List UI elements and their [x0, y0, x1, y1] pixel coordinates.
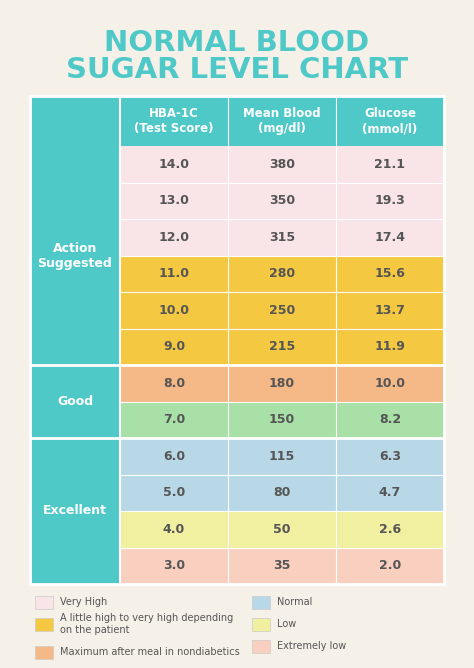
FancyBboxPatch shape: [120, 329, 444, 365]
Text: 150: 150: [269, 413, 295, 426]
FancyBboxPatch shape: [120, 474, 444, 511]
Text: 380: 380: [269, 158, 295, 171]
Text: Very High: Very High: [60, 597, 107, 607]
Text: 19.3: 19.3: [374, 194, 405, 207]
Text: 11.0: 11.0: [158, 267, 190, 281]
Text: 35: 35: [273, 559, 291, 572]
FancyBboxPatch shape: [120, 292, 444, 329]
Text: 9.0: 9.0: [163, 340, 185, 353]
Text: Low: Low: [277, 619, 296, 629]
Text: 6.3: 6.3: [379, 450, 401, 463]
Text: 21.1: 21.1: [374, 158, 405, 171]
Text: 8.0: 8.0: [163, 377, 185, 389]
FancyBboxPatch shape: [30, 365, 120, 438]
Text: 280: 280: [269, 267, 295, 281]
Text: 180: 180: [269, 377, 295, 389]
FancyBboxPatch shape: [120, 511, 444, 548]
Text: Maximum after meal in nondiabetics: Maximum after meal in nondiabetics: [60, 647, 240, 657]
Text: SUGAR LEVEL CHART: SUGAR LEVEL CHART: [66, 56, 408, 84]
FancyBboxPatch shape: [35, 645, 53, 659]
FancyBboxPatch shape: [30, 96, 444, 146]
Text: 15.6: 15.6: [374, 267, 405, 281]
Text: 315: 315: [269, 230, 295, 244]
FancyBboxPatch shape: [252, 595, 270, 609]
FancyBboxPatch shape: [252, 617, 270, 631]
FancyBboxPatch shape: [120, 438, 444, 474]
Text: 13.7: 13.7: [374, 304, 405, 317]
FancyBboxPatch shape: [120, 365, 444, 401]
FancyBboxPatch shape: [120, 146, 444, 182]
Text: Glucose
(mmol/l): Glucose (mmol/l): [363, 107, 418, 135]
Text: 2.6: 2.6: [379, 523, 401, 536]
FancyBboxPatch shape: [30, 438, 120, 584]
Text: 3.0: 3.0: [163, 559, 185, 572]
Text: Normal: Normal: [277, 597, 312, 607]
FancyBboxPatch shape: [120, 182, 444, 219]
Text: 8.2: 8.2: [379, 413, 401, 426]
FancyBboxPatch shape: [30, 146, 120, 365]
Text: Mean Blood
(mg/dl): Mean Blood (mg/dl): [243, 107, 321, 135]
Text: HBA-1C
(Test Score): HBA-1C (Test Score): [134, 107, 214, 135]
Text: 6.0: 6.0: [163, 450, 185, 463]
Text: 115: 115: [269, 450, 295, 463]
FancyBboxPatch shape: [120, 548, 444, 584]
Text: 4.7: 4.7: [379, 486, 401, 499]
Text: 7.0: 7.0: [163, 413, 185, 426]
Text: 14.0: 14.0: [158, 158, 190, 171]
Text: 10.0: 10.0: [158, 304, 190, 317]
Text: A little high to very high depending
on the patient: A little high to very high depending on …: [60, 613, 233, 635]
FancyBboxPatch shape: [35, 595, 53, 609]
Text: 5.0: 5.0: [163, 486, 185, 499]
Text: 4.0: 4.0: [163, 523, 185, 536]
Text: Extremely low: Extremely low: [277, 641, 346, 651]
Text: 80: 80: [273, 486, 291, 499]
FancyBboxPatch shape: [120, 401, 444, 438]
Text: 350: 350: [269, 194, 295, 207]
FancyBboxPatch shape: [252, 639, 270, 653]
Text: NORMAL BLOOD: NORMAL BLOOD: [104, 29, 370, 57]
Text: Excellent: Excellent: [43, 504, 107, 518]
FancyBboxPatch shape: [120, 219, 444, 255]
Text: 10.0: 10.0: [374, 377, 405, 389]
FancyBboxPatch shape: [120, 255, 444, 292]
Text: 2.0: 2.0: [379, 559, 401, 572]
Text: 17.4: 17.4: [374, 230, 405, 244]
Text: Action
Suggested: Action Suggested: [37, 242, 112, 269]
Text: Good: Good: [57, 395, 93, 408]
FancyBboxPatch shape: [35, 617, 53, 631]
Text: 13.0: 13.0: [159, 194, 190, 207]
Text: 250: 250: [269, 304, 295, 317]
Text: 12.0: 12.0: [158, 230, 190, 244]
Text: 11.9: 11.9: [374, 340, 405, 353]
Text: 50: 50: [273, 523, 291, 536]
Text: 215: 215: [269, 340, 295, 353]
